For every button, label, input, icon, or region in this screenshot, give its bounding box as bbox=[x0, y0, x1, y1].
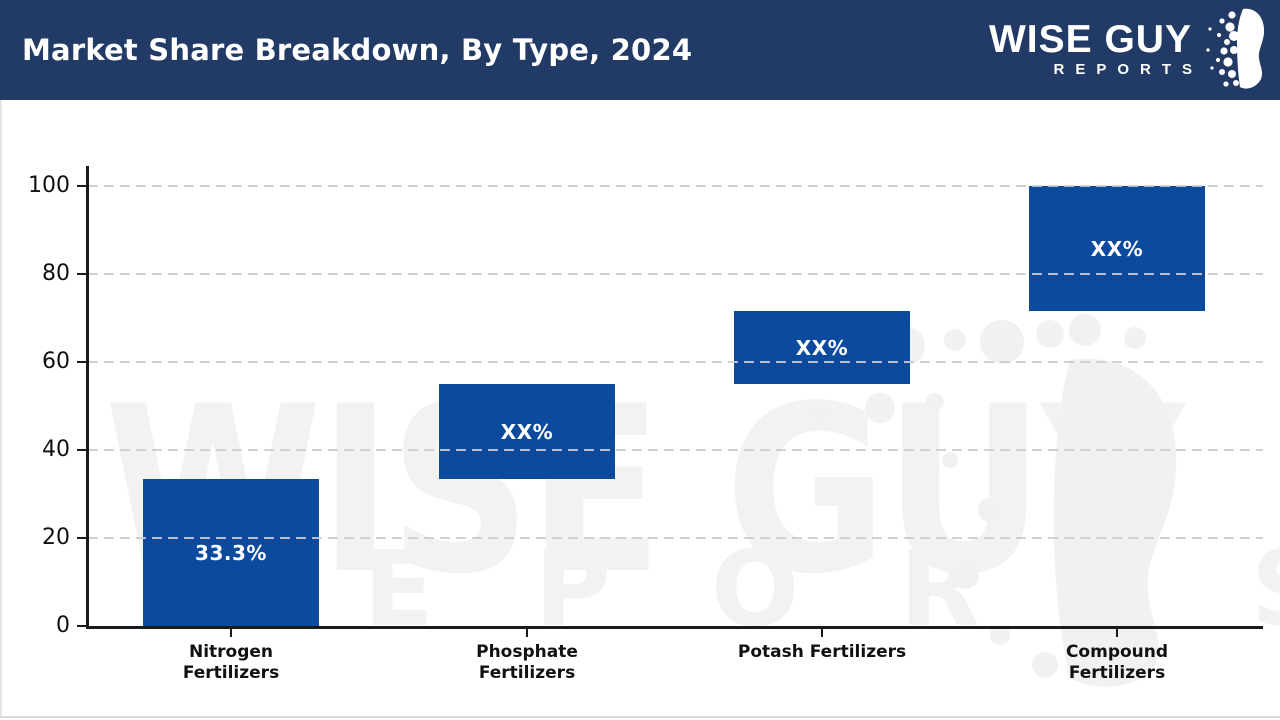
bar-potash-fertilizers: XX% bbox=[734, 311, 910, 384]
plot-area: WISE GUY R E P O R T S 33.3% XX% XX% XX% 0 20… bbox=[0, 100, 1280, 720]
y-tick-label-100: 100 bbox=[28, 173, 70, 198]
y-tick-60 bbox=[77, 361, 86, 363]
bar-compound-fertilizers: XX% bbox=[1029, 186, 1205, 312]
x-axis-line bbox=[86, 626, 1263, 629]
y-tick-20 bbox=[77, 537, 86, 539]
bar-value-label: XX% bbox=[1090, 236, 1144, 261]
x-tick-3 bbox=[821, 628, 823, 637]
bar-value-label: 33.3% bbox=[195, 540, 267, 565]
left-border-line bbox=[0, 100, 2, 718]
bar-nitrogen-fertilizers: 33.3% bbox=[143, 479, 319, 626]
chart-title: Market Share Breakdown, By Type, 2024 bbox=[22, 33, 693, 67]
y-tick-label-0: 0 bbox=[56, 613, 70, 638]
y-axis-line bbox=[86, 166, 89, 628]
category-label-4: Compound Fertilizers bbox=[1065, 642, 1169, 684]
gridline-y20 bbox=[88, 537, 1263, 539]
gridline-y80 bbox=[88, 273, 1263, 275]
x-tick-1 bbox=[230, 628, 232, 637]
y-tick-label-80: 80 bbox=[42, 261, 70, 286]
bar-value-label: XX% bbox=[795, 335, 849, 360]
brand-name: WISE GUY bbox=[988, 17, 1192, 61]
brand-subname: REPORTS bbox=[1053, 61, 1203, 79]
category-label-1: Nitrogen Fertilizers bbox=[182, 642, 280, 684]
brand-logo: WISE GUY REPORTS bbox=[989, 6, 1266, 92]
y-tick-0 bbox=[77, 625, 86, 627]
y-tick-label-40: 40 bbox=[42, 437, 70, 462]
y-tick-80 bbox=[77, 273, 86, 275]
dotted-head-profile-icon bbox=[1206, 8, 1265, 89]
y-tick-100 bbox=[77, 185, 86, 187]
brand-logo-text: WISE GUY REPORTS bbox=[988, 17, 1192, 79]
gridline-y100 bbox=[88, 185, 1263, 187]
bar-phosphate-fertilizers: XX% bbox=[439, 384, 615, 480]
category-label-3: Potash Fertilizers bbox=[737, 642, 907, 662]
x-tick-2 bbox=[526, 628, 528, 637]
category-label-2: Phosphate Fertilizers bbox=[476, 642, 578, 684]
gridline-y40 bbox=[88, 449, 1263, 451]
y-tick-label-20: 20 bbox=[42, 525, 70, 550]
header-bar: Market Share Breakdown, By Type, 2024 WI… bbox=[0, 0, 1280, 100]
bottom-border-line bbox=[0, 716, 1280, 718]
x-tick-4 bbox=[1116, 628, 1118, 637]
y-tick-40 bbox=[77, 449, 86, 451]
bar-value-label: XX% bbox=[500, 419, 554, 444]
gridline-y60 bbox=[88, 361, 1263, 363]
watermark-dotted-head bbox=[778, 314, 1177, 687]
y-tick-label-60: 60 bbox=[42, 349, 70, 374]
